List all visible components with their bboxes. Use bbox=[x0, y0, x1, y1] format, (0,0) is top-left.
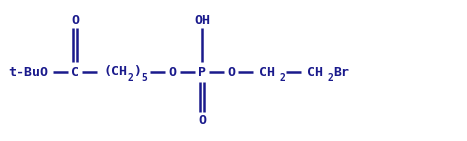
Text: O: O bbox=[227, 66, 235, 79]
Text: 2: 2 bbox=[279, 73, 285, 83]
Text: CH: CH bbox=[307, 66, 323, 79]
Text: (CH: (CH bbox=[104, 66, 128, 79]
Text: C: C bbox=[71, 66, 79, 79]
Text: 2: 2 bbox=[327, 73, 333, 83]
Text: CH: CH bbox=[259, 66, 275, 79]
Text: ): ) bbox=[133, 66, 141, 79]
Text: O: O bbox=[198, 114, 206, 126]
Text: Br: Br bbox=[333, 66, 349, 79]
Text: O: O bbox=[168, 66, 176, 79]
Text: P: P bbox=[198, 66, 206, 79]
Text: 2: 2 bbox=[127, 73, 133, 83]
Text: O: O bbox=[71, 14, 79, 27]
Text: OH: OH bbox=[194, 14, 210, 27]
Text: t-BuO: t-BuO bbox=[8, 66, 48, 79]
Text: 5: 5 bbox=[141, 73, 147, 83]
